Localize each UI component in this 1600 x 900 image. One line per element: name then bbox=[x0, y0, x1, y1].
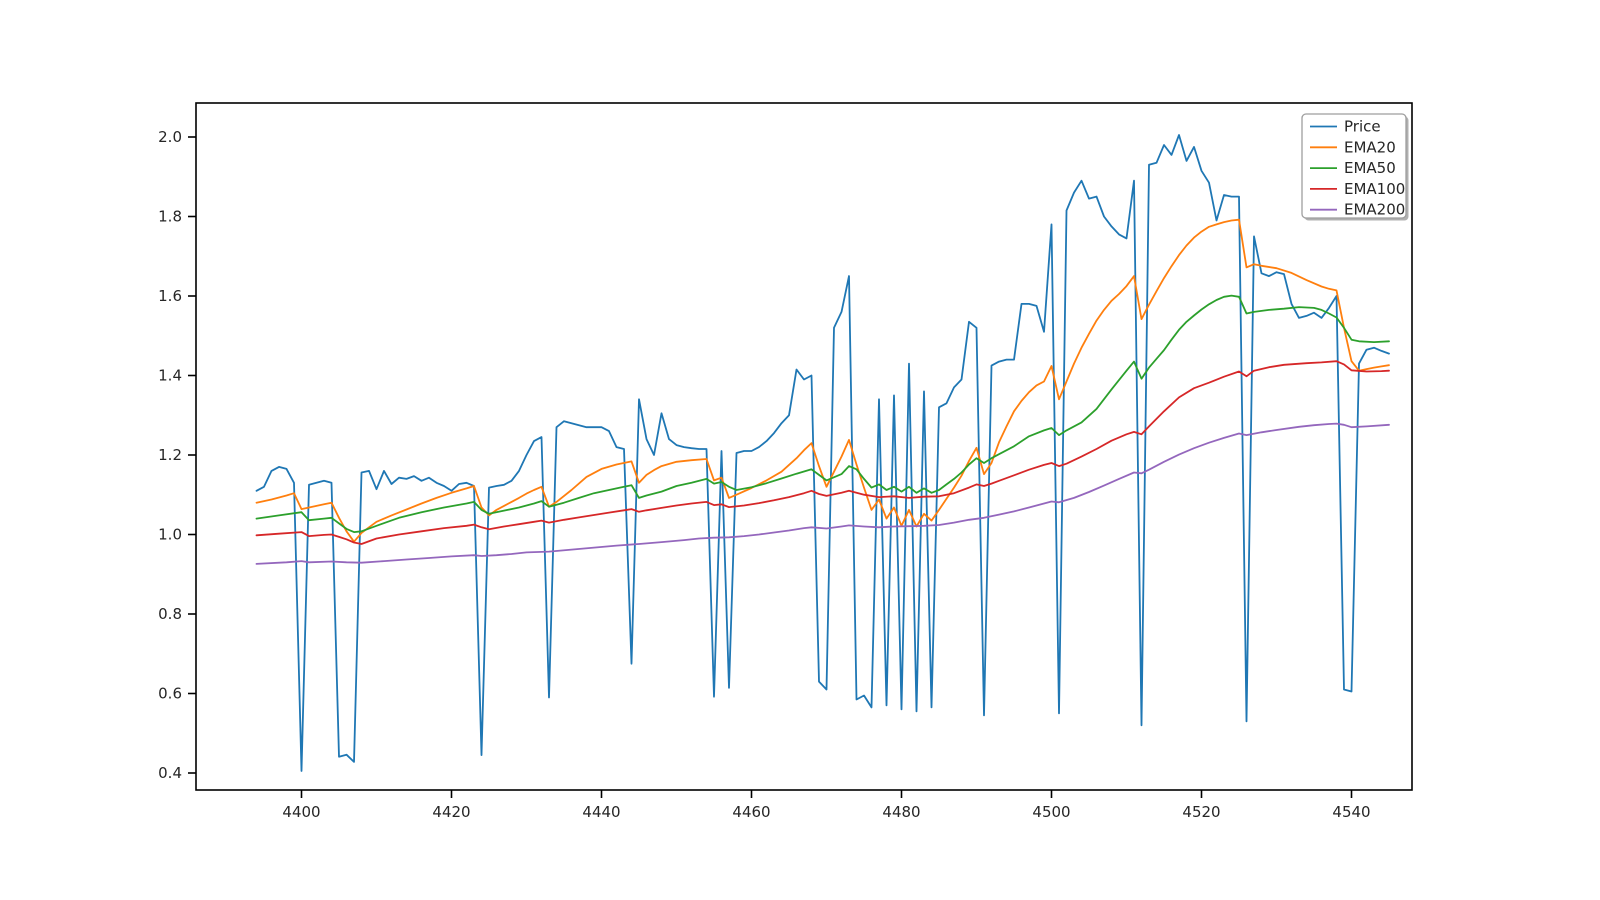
legend-entry-ema50: EMA50 bbox=[1310, 159, 1396, 177]
y-tick-label: 2.0 bbox=[158, 128, 182, 146]
ema50-line bbox=[255, 294, 1390, 533]
x-axis-ticks: 4400 4420 4440 4460 4480 4500 4520 4540 bbox=[282, 790, 1371, 821]
y-tick-label: 1.8 bbox=[158, 208, 182, 226]
series-lines bbox=[255, 134, 1390, 772]
legend-label: EMA100 bbox=[1344, 180, 1405, 198]
x-tick-label: 4500 bbox=[1032, 803, 1070, 821]
y-tick-label: 1.4 bbox=[158, 367, 182, 385]
legend-box bbox=[1301, 113, 1407, 219]
axes-frame bbox=[195, 102, 1413, 791]
x-tick-label: 4400 bbox=[282, 803, 320, 821]
ema100-line bbox=[255, 360, 1390, 545]
plot-area bbox=[196, 103, 1412, 790]
ema20-line bbox=[255, 218, 1390, 543]
x-tick-label: 4540 bbox=[1332, 803, 1370, 821]
legend-entry-ema100: EMA100 bbox=[1310, 180, 1405, 198]
legend-label: EMA20 bbox=[1344, 138, 1396, 156]
x-tick-label: 4440 bbox=[582, 803, 620, 821]
y-tick-label: 0.6 bbox=[158, 685, 182, 703]
y-tick-label: 0.4 bbox=[158, 764, 182, 782]
x-tick-label: 4460 bbox=[732, 803, 770, 821]
price-line bbox=[255, 134, 1390, 772]
y-tick-label: 1.0 bbox=[158, 526, 182, 544]
legend-entry-ema20: EMA20 bbox=[1310, 138, 1396, 156]
plot-background bbox=[196, 103, 1412, 790]
legend-entry-ema200: EMA200 bbox=[1310, 201, 1405, 219]
legend-entry-price: Price bbox=[1310, 118, 1381, 136]
ema200-line bbox=[255, 422, 1390, 565]
legend: Price EMA20 EMA50 EMA100 EMA200 bbox=[1301, 113, 1409, 221]
x-tick-label: 4520 bbox=[1182, 803, 1220, 821]
y-axis-ticks: 0.4 0.6 0.8 1.0 1.2 1.4 1.6 1.8 2.0 bbox=[158, 128, 196, 782]
y-tick-label: 1.6 bbox=[158, 287, 182, 305]
axes-spines bbox=[195, 102, 1413, 791]
x-tick-label: 4480 bbox=[882, 803, 920, 821]
x-tick-label: 4420 bbox=[432, 803, 470, 821]
y-tick-label: 1.2 bbox=[158, 446, 182, 464]
legend-label: EMA200 bbox=[1344, 201, 1405, 219]
y-tick-label: 0.8 bbox=[158, 605, 182, 623]
legend-label: EMA50 bbox=[1344, 159, 1396, 177]
legend-label: Price bbox=[1344, 118, 1381, 136]
